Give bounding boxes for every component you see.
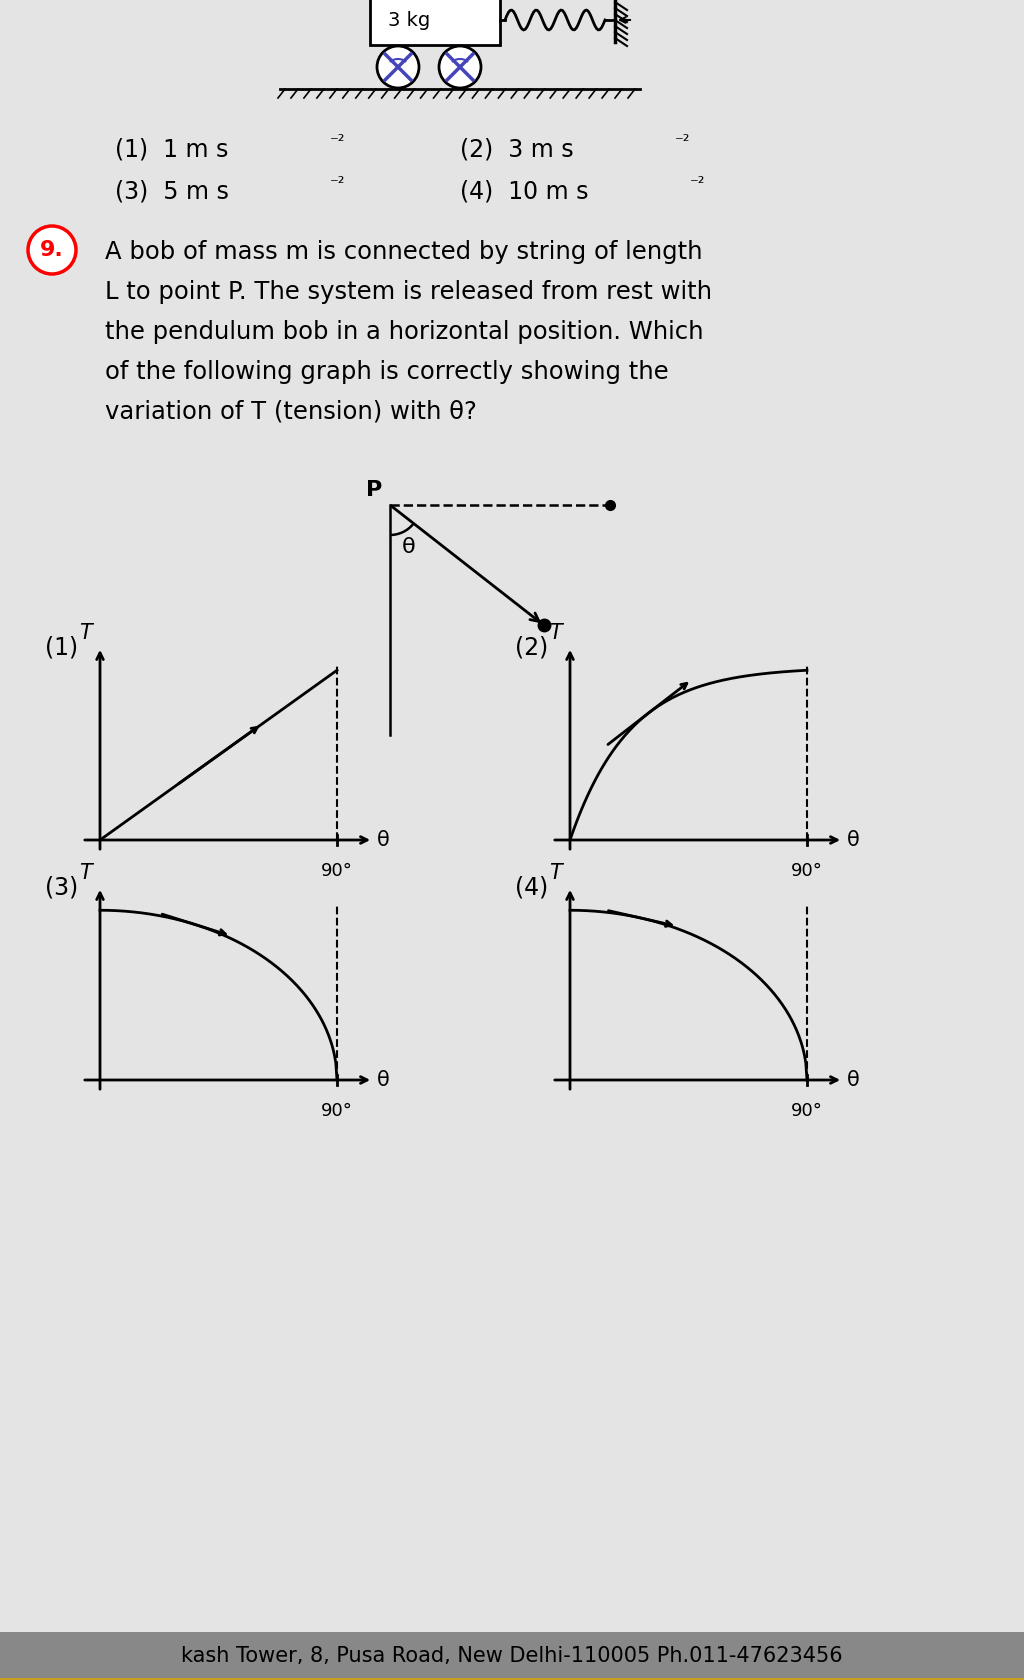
Text: A bob of mass m is connected by string of length: A bob of mass m is connected by string o… <box>105 240 702 264</box>
Text: P: P <box>366 480 382 501</box>
Text: (2): (2) <box>515 637 548 660</box>
Text: 9.: 9. <box>40 240 63 260</box>
Text: ⁻²: ⁻² <box>690 175 706 193</box>
Text: (3): (3) <box>45 875 78 900</box>
Text: of the following graph is correctly showing the: of the following graph is correctly show… <box>105 360 669 385</box>
Text: θ: θ <box>402 538 416 558</box>
Text: 90°: 90° <box>792 862 823 880</box>
Text: ⁻²: ⁻² <box>330 175 345 193</box>
Text: T: T <box>79 623 92 643</box>
Text: θ: θ <box>847 830 860 850</box>
Text: ⁻²: ⁻² <box>675 133 690 151</box>
Text: (3)  5 m s: (3) 5 m s <box>115 180 229 203</box>
Text: T: T <box>549 864 562 884</box>
Text: 90°: 90° <box>322 1102 353 1121</box>
Circle shape <box>377 45 419 87</box>
Text: 90°: 90° <box>322 862 353 880</box>
Text: L to point P. The system is released from rest with: L to point P. The system is released fro… <box>105 281 712 304</box>
Text: (1)  1 m s: (1) 1 m s <box>115 138 228 161</box>
Text: the pendulum bob in a horizontal position. Which: the pendulum bob in a horizontal positio… <box>105 319 703 344</box>
Text: (4)  10 m s: (4) 10 m s <box>460 180 589 203</box>
Bar <box>0 1678 1024 1680</box>
Text: T: T <box>79 864 92 884</box>
Circle shape <box>28 227 76 274</box>
Text: variation of T (tension) with θ?: variation of T (tension) with θ? <box>105 400 477 423</box>
Text: θ: θ <box>847 1070 860 1090</box>
Text: kash Tower, 8, Pusa Road, New Delhi-110005 Ph.011-47623456: kash Tower, 8, Pusa Road, New Delhi-1100… <box>181 1646 843 1667</box>
Bar <box>0 1631 1024 1680</box>
Text: (2)  3 m s: (2) 3 m s <box>460 138 573 161</box>
Text: 90°: 90° <box>792 1102 823 1121</box>
Text: θ: θ <box>377 830 390 850</box>
Text: T: T <box>549 623 562 643</box>
Text: ⁻²: ⁻² <box>330 133 345 151</box>
Text: (1): (1) <box>45 637 78 660</box>
Text: 3 kg: 3 kg <box>388 10 430 30</box>
Bar <box>370 0 500 45</box>
Circle shape <box>439 45 481 87</box>
Text: θ: θ <box>377 1070 390 1090</box>
Text: (4): (4) <box>515 875 548 900</box>
